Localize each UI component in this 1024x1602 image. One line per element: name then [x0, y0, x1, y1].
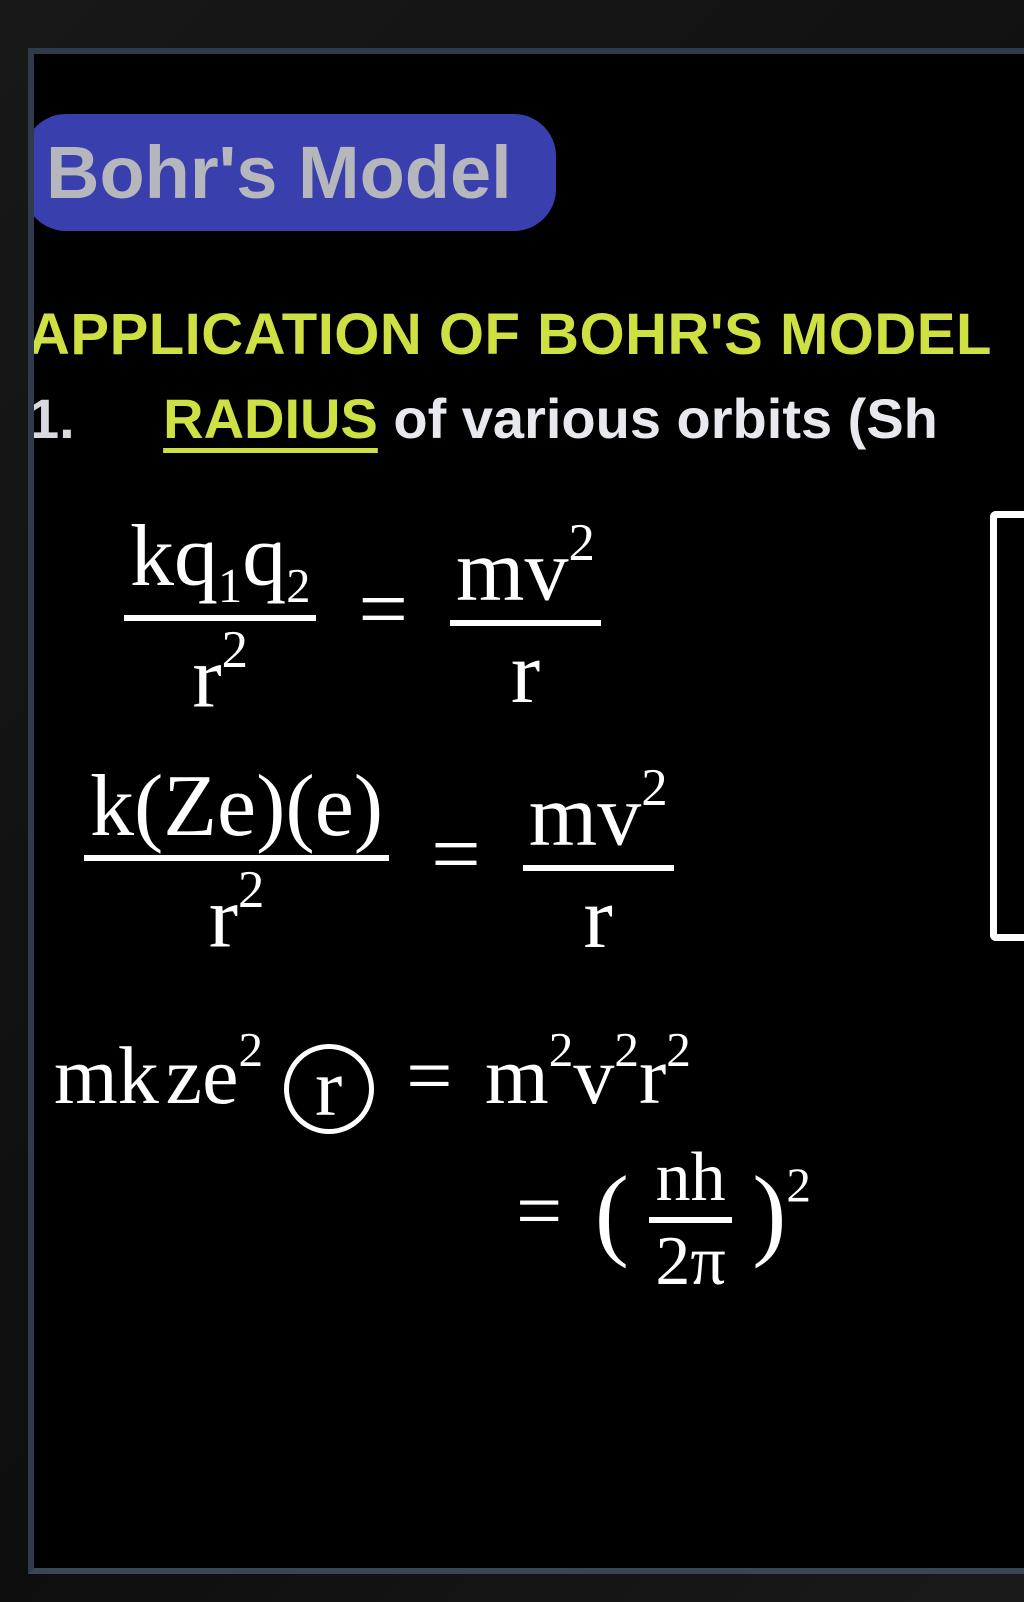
var-r: r: [639, 1030, 666, 1121]
var-r2: r2: [186, 623, 254, 725]
fraction: k(Ze)(e) r2: [84, 761, 389, 965]
fraction: kq1q2 r2: [124, 511, 316, 725]
equation-3: mk ze2 r = m2v2r2: [54, 1021, 691, 1134]
title-pill: Bohr's Model: [28, 114, 556, 231]
var-2pi: 2π: [649, 1225, 731, 1299]
var-e: e: [202, 1030, 238, 1121]
superscript: 2: [569, 514, 595, 572]
var-v: v: [573, 1030, 614, 1121]
superscript: 2: [238, 1022, 263, 1077]
equation-1: kq1q2 r2 = mv2 r: [124, 511, 601, 725]
subheading-row: 1. RADIUS of various orbits (Sh: [28, 386, 1024, 451]
fraction: mv2 r: [450, 516, 601, 720]
bracket-icon: [990, 511, 1024, 941]
list-number: 1.: [28, 386, 76, 451]
paren-close: ): [752, 1157, 786, 1270]
var-nh: nh: [650, 1141, 732, 1215]
equals-sign: =: [431, 806, 481, 903]
var-k: k: [130, 508, 174, 605]
fraction-bar: [124, 615, 316, 621]
var-k: k: [90, 758, 134, 855]
var-m: m: [456, 522, 524, 619]
var-m: m: [529, 768, 597, 865]
equals-sign: =: [358, 561, 408, 658]
var-r2: r2: [203, 863, 271, 965]
equals-sign: =: [406, 1030, 452, 1121]
screen-bezel: Bohr's Model APPLICATION OF BOHR'S MODEL…: [28, 48, 1024, 1574]
var-v: v: [525, 522, 569, 619]
var-q: q: [242, 508, 286, 605]
var-ze-e: (Ze)(e): [134, 758, 383, 855]
var-r: r: [505, 628, 546, 720]
fraction-bar: [649, 1217, 731, 1223]
slide-content: Bohr's Model APPLICATION OF BOHR'S MODEL…: [34, 54, 1024, 1568]
var-z: z: [166, 1030, 202, 1121]
equation-2: k(Ze)(e) r2 = mv2 r: [84, 761, 674, 965]
subscript: 1: [218, 560, 242, 613]
superscript: 2: [614, 1022, 639, 1077]
var-v: v: [597, 768, 641, 865]
circled-r-icon: r: [284, 1044, 374, 1134]
superscript: 2: [666, 1022, 691, 1077]
fraction-bar: [84, 855, 389, 861]
photo-frame: Bohr's Model APPLICATION OF BOHR'S MODEL…: [0, 0, 1024, 1602]
paren-open: (: [595, 1157, 629, 1270]
fraction: nh 2π: [649, 1141, 731, 1298]
equals-sign: =: [516, 1165, 562, 1256]
var-m: m: [54, 1030, 118, 1121]
fraction: mv2 r: [523, 761, 674, 965]
var-q: q: [174, 508, 218, 605]
section-heading: APPLICATION OF BOHR'S MODEL: [28, 301, 1024, 368]
superscript: 2: [549, 1022, 574, 1077]
superscript: 2: [641, 759, 667, 817]
subheading-rest: of various orbits (Sh: [393, 387, 938, 450]
var-m: m: [485, 1030, 549, 1121]
subscript: 2: [286, 560, 310, 613]
radius-label: RADIUS: [163, 387, 378, 450]
equation-4: = ( nh 2π )2: [504, 1141, 811, 1298]
var-k: k: [118, 1030, 159, 1121]
handwritten-math: kq1q2 r2 = mv2 r: [34, 511, 1024, 1411]
superscript: 2: [786, 1157, 811, 1212]
var-r: r: [578, 873, 619, 965]
slide-title: Bohr's Model: [46, 131, 512, 214]
